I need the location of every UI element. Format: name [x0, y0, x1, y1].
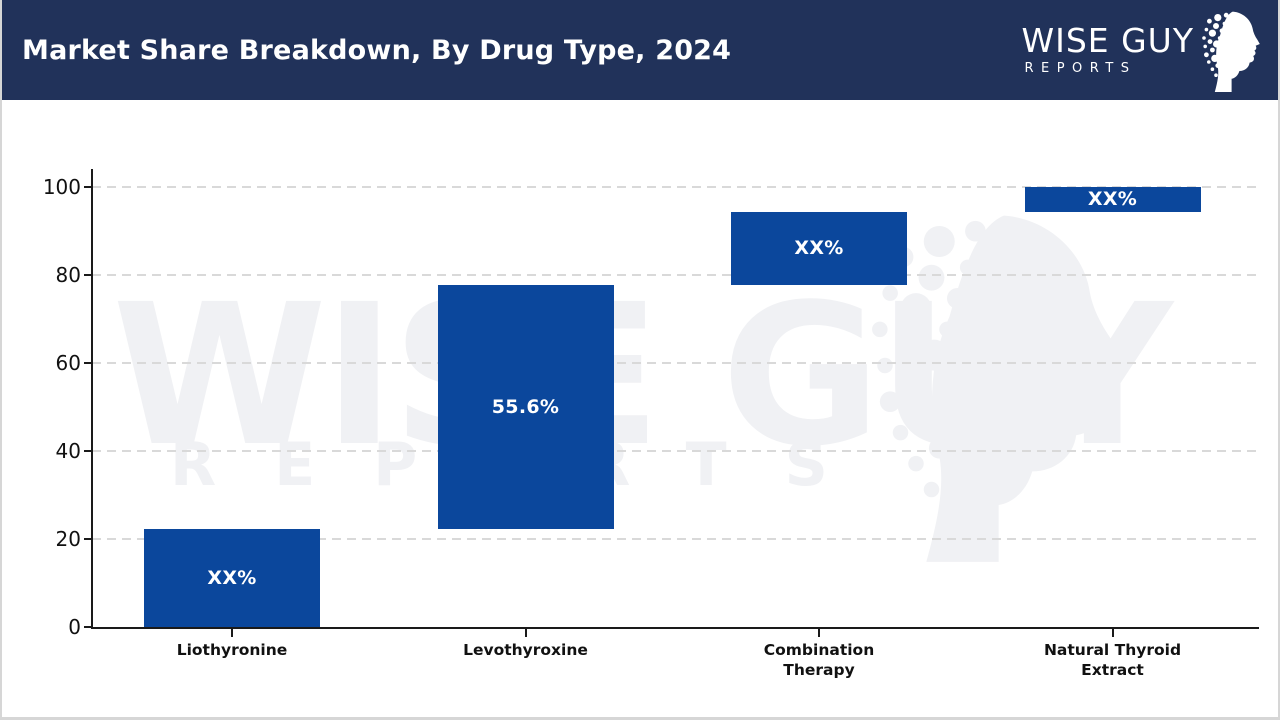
category-label-line: Extract [1081, 661, 1144, 679]
gridline-60 [92, 362, 1258, 364]
x-tick-2 [818, 629, 820, 637]
bar-combination-therapy: XX% [731, 211, 907, 285]
y-tick-label-60: 60 [55, 351, 81, 375]
category-label-line: Liothyronine [176, 641, 288, 659]
bar-value-label: 55.6% [491, 395, 560, 418]
category-label-3: Natural Thyroid Extract [983, 640, 1243, 680]
chart-title: Market Share Breakdown, By Drug Type, 20… [22, 34, 732, 66]
y-tick-label-40: 40 [55, 439, 81, 463]
wiseguy-logo: WISE GUY REPORTS [1021, 0, 1270, 100]
bar-value-label: XX% [794, 237, 844, 260]
y-tick-label-20: 20 [55, 527, 81, 551]
category-label-1: Levothyroxine [396, 640, 656, 660]
dotted-head-icon [1202, 11, 1260, 92]
bar-natural-thyroid-extract: XX% [1024, 187, 1201, 212]
bar-value-label: XX% [1087, 188, 1138, 211]
x-tick-1 [524, 629, 527, 637]
category-label-line: Therapy [783, 661, 855, 679]
category-label-line: Levothyroxine [463, 641, 588, 659]
bar-levothyroxine: 55.6% [437, 284, 614, 530]
bar-value-label: XX% [207, 567, 257, 590]
y-tick-label-100: 100 [42, 175, 81, 199]
logo-text: WISE GUY REPORTS [1021, 24, 1194, 76]
y-tick-80 [84, 274, 92, 276]
logo-wordmark: WISE GUY [1021, 21, 1194, 61]
gridline-40 [92, 450, 1258, 452]
x-tick-0 [231, 629, 233, 637]
gridline-100 [92, 186, 1258, 188]
y-tick-40 [84, 450, 92, 452]
category-label-0: Liothyronine [102, 640, 362, 660]
logo-subtext: REPORTS [1024, 60, 1137, 76]
category-label-2: Combination Therapy [689, 640, 949, 680]
y-tick-0 [84, 626, 92, 628]
y-tick-label-80: 80 [55, 263, 81, 287]
x-axis-line [91, 627, 1259, 629]
y-axis-line [91, 169, 93, 629]
y-tick-20 [84, 538, 92, 540]
gridline-80 [92, 274, 1258, 276]
header-bar: Market Share Breakdown, By Drug Type, 20… [2, 0, 1278, 100]
bar-liothyronine: XX% [144, 529, 320, 627]
category-label-line: Natural Thyroid [1043, 641, 1182, 659]
category-label-line: Combination [763, 641, 875, 659]
y-tick-100 [84, 186, 92, 188]
x-tick-3 [1111, 629, 1114, 637]
gridline-20 [92, 538, 1258, 540]
y-tick-60 [84, 362, 92, 364]
y-tick-label-0: 0 [68, 615, 81, 639]
